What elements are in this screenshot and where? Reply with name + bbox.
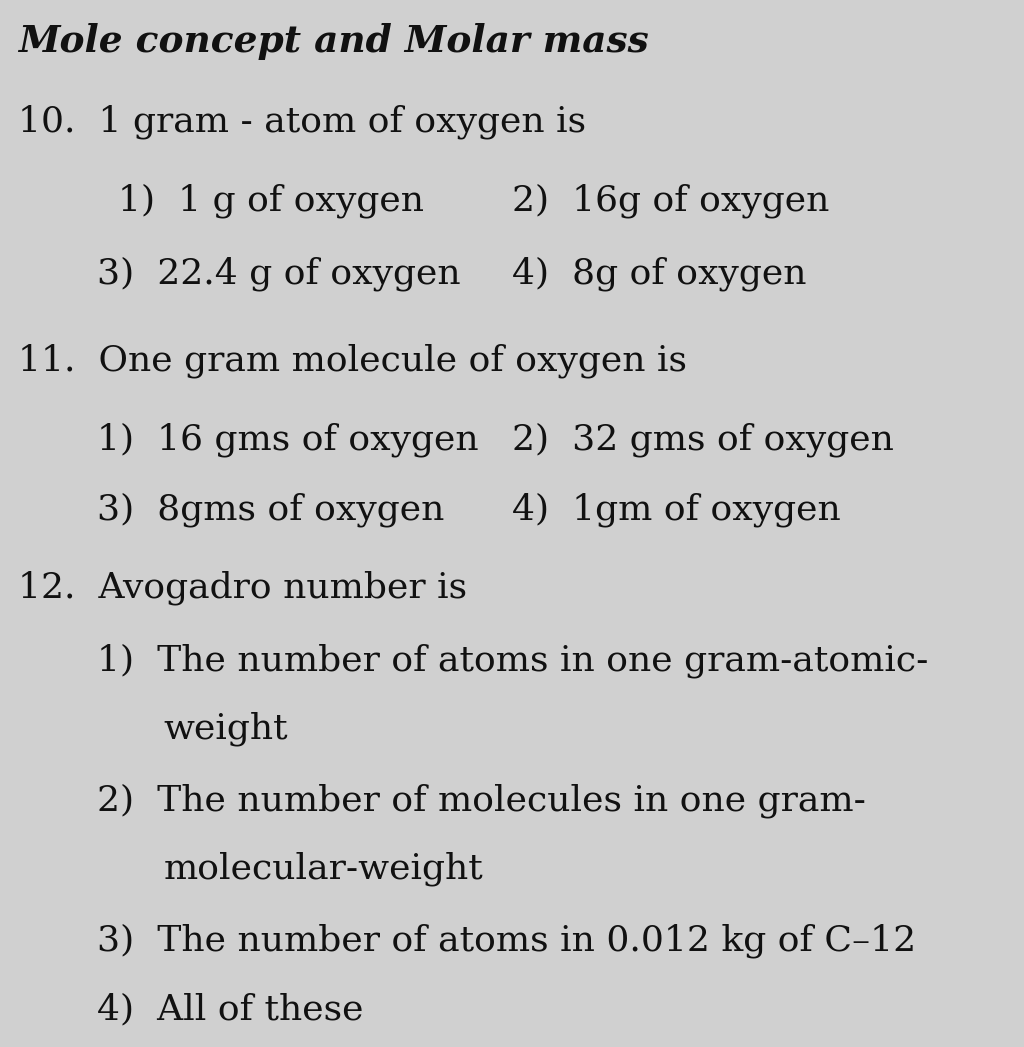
Text: 1)  16 gms of oxygen: 1) 16 gms of oxygen <box>97 422 479 456</box>
Text: weight: weight <box>164 712 289 747</box>
Text: 11.  One gram molecule of oxygen is: 11. One gram molecule of oxygen is <box>18 343 687 378</box>
Text: 4)  1gm of oxygen: 4) 1gm of oxygen <box>512 492 841 527</box>
Text: 12.  Avogadro number is: 12. Avogadro number is <box>18 571 468 605</box>
Text: 2)  16g of oxygen: 2) 16g of oxygen <box>512 183 829 218</box>
Text: molecular-weight: molecular-weight <box>164 851 483 886</box>
Text: 10.  1 gram - atom of oxygen is: 10. 1 gram - atom of oxygen is <box>18 105 587 139</box>
Text: 4)  All of these: 4) All of these <box>97 993 364 1026</box>
Text: 1)  1 g of oxygen: 1) 1 g of oxygen <box>118 183 424 218</box>
Text: 2)  32 gms of oxygen: 2) 32 gms of oxygen <box>512 422 894 456</box>
Text: 3)  8gms of oxygen: 3) 8gms of oxygen <box>97 492 444 527</box>
Text: 1)  The number of atoms in one gram-atomic-: 1) The number of atoms in one gram-atomi… <box>97 644 929 678</box>
Text: Mole concept and Molar mass: Mole concept and Molar mass <box>18 23 649 60</box>
Text: 4)  8g of oxygen: 4) 8g of oxygen <box>512 257 807 291</box>
Text: 2)  The number of molecules in one gram-: 2) The number of molecules in one gram- <box>97 783 866 818</box>
Text: 3)  The number of atoms in 0.012 kg of C–12: 3) The number of atoms in 0.012 kg of C–… <box>97 923 916 958</box>
Text: 3)  22.4 g of oxygen: 3) 22.4 g of oxygen <box>97 257 461 291</box>
